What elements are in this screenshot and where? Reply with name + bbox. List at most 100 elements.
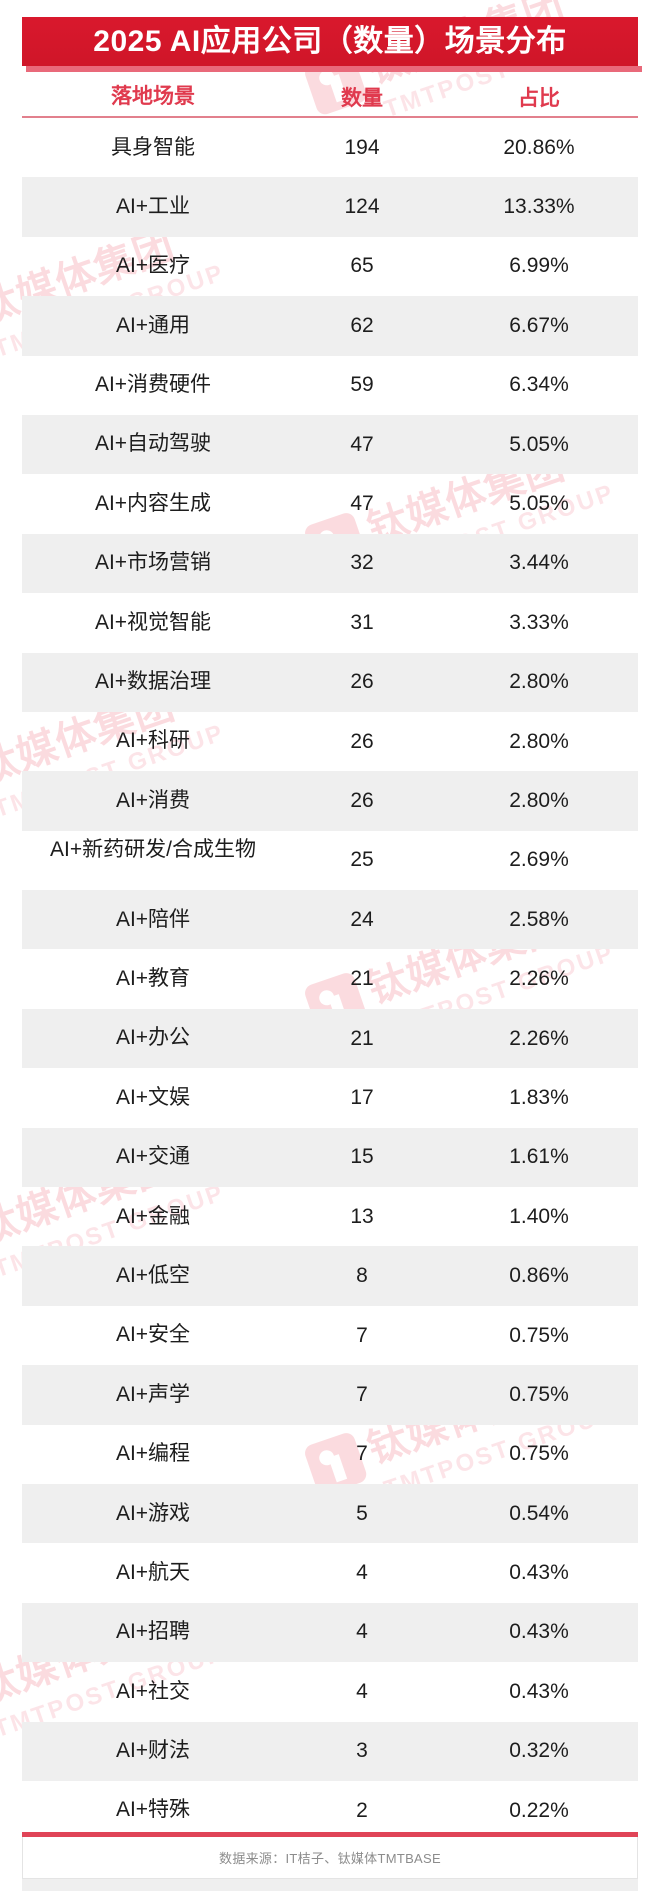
table-row: AI+新药研发/合成生物 25 2.69% — [22, 831, 638, 890]
table-row: AI+社交 4 0.43% — [22, 1662, 638, 1721]
cell-percent: 0.43% — [509, 1679, 569, 1703]
cell-percent: 2.80% — [509, 729, 569, 753]
cell-percent: 6.67% — [509, 313, 569, 337]
table-row: AI+金融 13 1.40% — [22, 1187, 638, 1246]
cell-percent: 0.75% — [509, 1442, 569, 1466]
table-header-row: 落地场景 数量 占比 — [22, 78, 638, 118]
cell-count: 7 — [356, 1323, 368, 1347]
cell-scene: AI+教育 — [115, 966, 191, 990]
table-row: AI+航天 4 0.43% — [22, 1543, 638, 1602]
footer-source-text: 数据来源：IT桔子、钛媒体TMTBASE — [219, 1851, 441, 1866]
table-row: AI+数据治理 26 2.80% — [22, 652, 638, 712]
cell-count: 2 — [356, 1798, 368, 1822]
cell-scene: AI+市场营销 — [94, 551, 212, 575]
cell-percent: 0.54% — [509, 1501, 569, 1525]
cell-scene: AI+财法 — [115, 1739, 191, 1763]
table-row: AI+工业 124 13.33% — [22, 177, 638, 237]
cell-scene: AI+新药研发/合成生物 — [50, 838, 256, 862]
cell-scene: AI+医疗 — [115, 254, 191, 278]
cell-count: 47 — [350, 492, 374, 516]
cell-scene: AI+安全 — [115, 1323, 191, 1347]
cell-count: 13 — [350, 1204, 374, 1228]
cell-count: 124 — [344, 195, 380, 219]
cell-count: 4 — [356, 1620, 368, 1644]
cell-scene: AI+消费硬件 — [94, 373, 212, 397]
column-header-scene: 落地场景 — [111, 84, 195, 108]
cell-scene: AI+通用 — [115, 313, 191, 337]
cell-percent: 0.43% — [509, 1620, 569, 1644]
table-row: AI+声学 7 0.75% — [22, 1365, 638, 1425]
table-row: AI+编程 7 0.75% — [22, 1425, 638, 1484]
table-row: AI+市场营销 32 3.44% — [22, 533, 638, 594]
cell-count: 25 — [350, 848, 374, 872]
cell-percent: 20.86% — [503, 135, 575, 159]
cell-count: 5 — [356, 1501, 368, 1525]
table-row: AI+内容生成 47 5.05% — [22, 474, 638, 533]
cell-count: 15 — [350, 1145, 374, 1169]
cell-percent: 13.33% — [503, 195, 575, 219]
cell-percent: 0.32% — [509, 1739, 569, 1763]
table-row: AI+视觉智能 31 3.33% — [22, 593, 638, 652]
table-row: AI+低空 8 0.86% — [22, 1246, 638, 1306]
cell-count: 7 — [356, 1442, 368, 1466]
cell-percent: 2.80% — [509, 788, 569, 812]
cell-percent: 5.05% — [509, 492, 569, 516]
cell-count: 194 — [344, 135, 380, 159]
table-row: AI+交通 15 1.61% — [22, 1127, 638, 1188]
cell-percent: 3.33% — [509, 610, 569, 634]
cell-count: 59 — [350, 373, 374, 397]
cell-count: 21 — [350, 967, 374, 991]
cell-count: 24 — [350, 907, 374, 931]
table-row: AI+医疗 65 6.99% — [22, 237, 638, 296]
cell-percent: 0.22% — [509, 1798, 569, 1822]
cell-percent: 0.75% — [509, 1382, 569, 1406]
table-row: AI+文娱 17 1.83% — [22, 1068, 638, 1127]
table-row: AI+安全 7 0.75% — [22, 1306, 638, 1365]
title-bar: 2025 AI应用公司（数量）场景分布 — [22, 17, 638, 66]
cell-scene: AI+数据治理 — [94, 670, 212, 694]
cell-count: 4 — [356, 1561, 368, 1585]
table-row: AI+教育 21 2.26% — [22, 949, 638, 1008]
cell-scene: AI+编程 — [115, 1442, 191, 1466]
cell-scene: AI+自动驾驶 — [94, 432, 212, 456]
cell-scene: AI+交通 — [115, 1145, 191, 1169]
title-block: 2025 AI应用公司（数量）场景分布 — [22, 17, 642, 72]
table-body: 具身智能 194 20.86% AI+工业 124 13.33% AI+医疗 65 6.99% A… — [22, 118, 638, 1891]
table-row: AI+特殊 2 0.22% — [22, 1781, 638, 1840]
cell-percent: 2.26% — [509, 967, 569, 991]
table-row: AI+办公 21 2.26% — [22, 1008, 638, 1069]
cell-count: 4 — [356, 1679, 368, 1703]
cell-scene: AI+声学 — [115, 1382, 191, 1406]
data-table: 落地场景 数量 占比 具身智能 194 20.86% AI+工业 124 13.33% AI… — [22, 78, 638, 1891]
cell-scene: AI+办公 — [115, 1026, 191, 1050]
cell-count: 31 — [350, 610, 374, 634]
cell-percent: 6.99% — [509, 254, 569, 278]
cell-count: 7 — [356, 1382, 368, 1406]
table-row: AI+陪伴 24 2.58% — [22, 890, 638, 950]
cell-scene: AI+招聘 — [115, 1620, 191, 1644]
column-header-count: 数量 — [341, 87, 383, 110]
column-header-percent: 占比 — [518, 87, 560, 110]
page-title: 2025 AI应用公司（数量）场景分布 — [93, 24, 567, 58]
cell-scene: AI+消费 — [115, 788, 191, 812]
footer-rule — [22, 1832, 638, 1837]
table-row: AI+自动驾驶 47 5.05% — [22, 414, 638, 475]
table-row: AI+通用 62 6.67% — [22, 296, 638, 356]
cell-percent: 1.61% — [509, 1145, 569, 1169]
cell-count: 65 — [350, 254, 374, 278]
cell-scene: AI+低空 — [115, 1263, 191, 1287]
cell-count: 47 — [350, 432, 374, 456]
cell-scene: AI+社交 — [115, 1679, 191, 1703]
cell-count: 3 — [356, 1739, 368, 1763]
cell-percent: 6.34% — [509, 373, 569, 397]
cell-percent: 2.26% — [509, 1026, 569, 1050]
cell-percent: 1.40% — [509, 1204, 569, 1228]
footer-source-box: 数据来源：IT桔子、钛媒体TMTBASE — [22, 1837, 638, 1879]
cell-percent: 0.75% — [509, 1323, 569, 1347]
cell-percent: 0.43% — [509, 1561, 569, 1585]
cell-count: 21 — [350, 1026, 374, 1050]
cell-scene: 具身智能 — [111, 135, 195, 159]
table-row: AI+消费 26 2.80% — [22, 771, 638, 831]
cell-scene: AI+文娱 — [115, 1085, 191, 1109]
cell-scene: AI+特殊 — [115, 1798, 191, 1822]
